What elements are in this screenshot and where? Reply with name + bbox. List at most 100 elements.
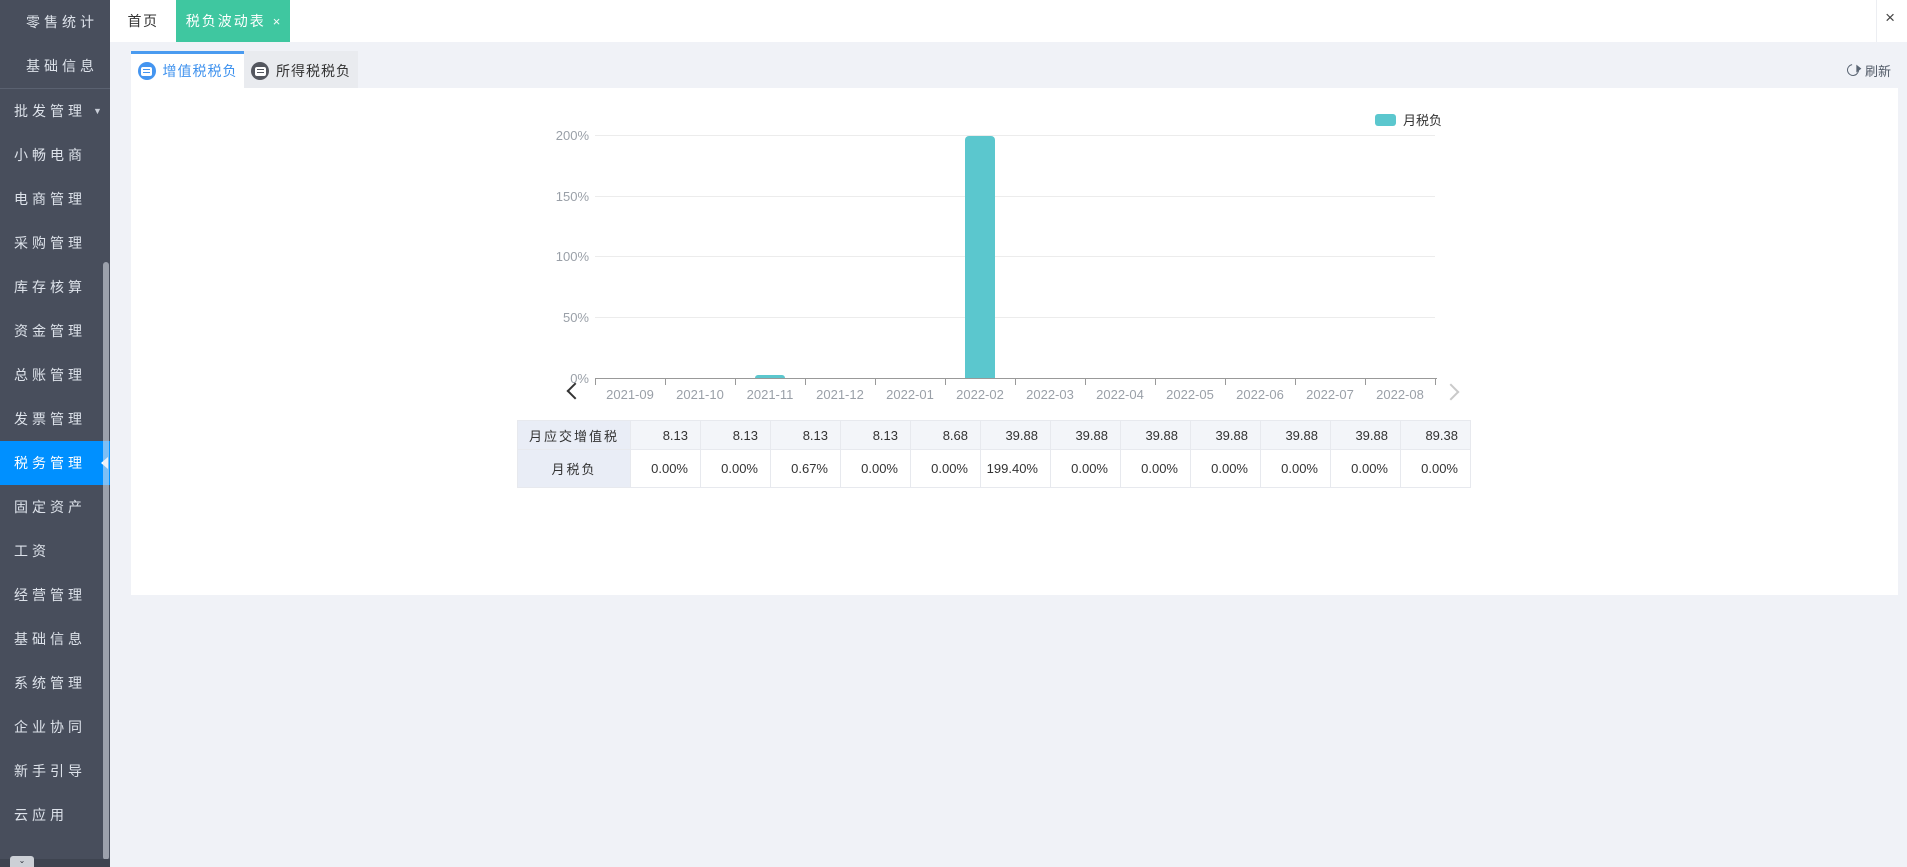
y-axis-tick-label: 150% [555,189,589,204]
sidebar-item[interactable]: 固定资产 [14,499,86,515]
value-cell: 0.00% [1260,449,1331,488]
sidebar-item[interactable]: 库存核算 [14,279,86,295]
sidebar-collapse-button[interactable]: ⌄ [10,856,34,867]
y-axis-tick-label: 100% [555,249,589,264]
gridline [595,196,1435,197]
value-cell: 39.88 [1120,420,1191,450]
chevron-down-icon: ▼ [93,106,102,116]
subtab-vat-tax-burden[interactable]: 增值税税负 [131,51,244,88]
x-axis-tick [875,379,876,385]
value-cell: 8.13 [840,420,911,450]
y-axis-tick-label: 50% [562,310,589,325]
x-axis-tick [595,379,596,385]
subtab-income-tax-burden[interactable]: 所得税税负 [244,51,358,88]
refresh-button[interactable]: 刷新 [1844,61,1892,79]
value-cell: 0.00% [700,449,771,488]
value-cell: 89.38 [1400,420,1471,450]
tab-close-icon[interactable]: × [272,14,281,29]
sidebar-item[interactable]: 新手引导 [14,763,86,779]
tab-tax-fluctuation-label: 税负波动表 [185,13,266,29]
x-axis-category-label: 2021-12 [816,387,864,402]
sidebar-menu: 零售统计 基础信息 批发管理 ▼ 小畅电商 电商管理 采购管理 库存核算 资金管理 总账管理 发票管… [0,0,110,837]
value-cell: 0.00% [1330,449,1401,488]
x-axis-line [595,378,1437,379]
x-axis-tick [1225,379,1226,385]
value-cell: 8.13 [770,420,841,450]
vat-doc-icon [137,62,156,80]
x-axis-tick [735,379,736,385]
sidebar-item[interactable]: 基础信息 [26,58,98,74]
x-axis-category-label: 2022-02 [956,387,1004,402]
sidebar-item[interactable]: 基础信息 [14,631,86,647]
sidebar-item[interactable]: 系统管理 [14,675,86,691]
tax-data-table: 月应交增值税 8.13 8.13 8.13 8.13 8.68 39.88 39.88 39.8… [517,420,1471,488]
x-axis-category-label: 2022-07 [1306,387,1354,402]
value-cell: 39.88 [980,420,1051,450]
window-close-icon[interactable]: × [1876,0,1903,42]
value-cell: 0.00% [1400,449,1471,488]
sidebar-item[interactable]: 零售统计 [26,14,98,30]
value-cell: 0.00% [840,449,911,488]
value-cell: 0.00% [1190,449,1261,488]
row-header-cell: 月税负 [517,449,631,488]
sidebar: 零售统计 基础信息 批发管理 ▼ 小畅电商 电商管理 采购管理 库存核算 资金管理 总账管理 发票管… [0,0,110,867]
bar-2021-11 [755,375,785,378]
sidebar-item[interactable]: 采购管理 [14,235,86,251]
x-axis-tick [665,379,666,385]
x-axis-tick [1085,379,1086,385]
bar-2022-02 [965,136,995,378]
value-cell: 0.00% [1050,449,1121,488]
x-axis-category-label: 2022-04 [1096,387,1144,402]
legend-swatch [1375,113,1396,126]
legend-item-monthly-tax-burden[interactable]: 月税负 [1375,110,1442,129]
tab-tax-fluctuation[interactable]: 税负波动表 × [176,0,290,42]
subtab-income-label: 所得税税负 [276,63,351,79]
value-cell: 39.88 [1260,420,1331,450]
x-axis-tick [1435,379,1436,385]
table-row: 月税负 0.00% 0.00% 0.67% 0.00% 0.00% 199.40% 0.00%… [517,449,1471,488]
x-axis-category-label: 2022-05 [1166,387,1214,402]
x-axis-tick [945,379,946,385]
legend-label: 月税负 [1403,113,1443,128]
sidebar-item[interactable]: 工资 [14,543,50,559]
sidebar-item[interactable]: 电商管理 [14,191,86,207]
income-doc-icon [251,62,269,80]
top-tab-bar: 首页 税负波动表 × × [110,0,1907,42]
value-cell: 8.13 [700,420,771,450]
chart-next-button[interactable] [1441,381,1461,403]
tab-home[interactable]: 首页 [127,13,159,29]
value-cell: 0.00% [1120,449,1191,488]
x-axis-category-label: 2022-06 [1236,387,1284,402]
sidebar-item[interactable]: 小畅电商 [14,147,86,163]
sidebar-divider [0,88,110,89]
x-axis-category-label: 2022-08 [1376,387,1424,402]
sidebar-item-active[interactable]: 税务管理 [0,441,110,485]
x-axis-category-label: 2021-10 [676,387,724,402]
sidebar-item[interactable]: 资金管理 [14,323,86,339]
sidebar-item[interactable]: 云应用 [14,807,68,823]
sidebar-item[interactable]: 发票管理 [14,411,86,427]
chart-prev-button[interactable] [565,380,585,402]
sidebar-item[interactable]: 总账管理 [14,367,86,383]
x-axis-tick [1295,379,1296,385]
sidebar-bottom-bar [0,859,110,867]
collapse-icon: ⌄ [18,856,26,865]
value-cell: 39.88 [1050,420,1121,450]
sidebar-scrollbar[interactable] [103,262,109,860]
sidebar-item[interactable]: 批发管理 ▼ [0,89,110,133]
sidebar-item[interactable]: 经营管理 [14,587,86,603]
value-cell: 0.00% [630,449,701,488]
y-axis-tick-label: 0% [570,371,589,386]
value-cell: 8.68 [910,420,981,450]
x-axis-category-label: 2021-09 [606,387,654,402]
gridline [595,256,1435,257]
value-cell: 0.00% [910,449,981,488]
subtab-vat-label: 增值税税负 [162,63,238,79]
x-axis-tick [1365,379,1366,385]
gridline [595,135,1435,136]
gridline [595,317,1435,318]
sidebar-item[interactable]: 企业协同 [14,719,86,735]
refresh-label: 刷新 [1865,63,1892,79]
x-axis-tick [1015,379,1016,385]
content-panel [131,88,1898,595]
